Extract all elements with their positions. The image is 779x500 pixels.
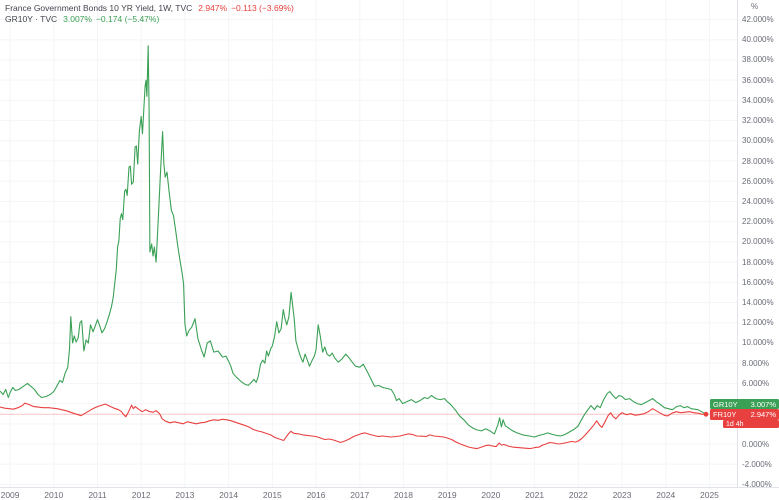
time-tick-label: 2025: [699, 490, 719, 500]
price-tick-label: 0.000%: [742, 439, 770, 449]
time-tick-label: 2014: [219, 490, 239, 500]
price-tick-label: 42.000%: [742, 15, 774, 24]
price-tick-label: 28.000%: [742, 156, 774, 166]
time-tick-label: 2009: [0, 490, 20, 500]
price-tick-label: 22.000%: [742, 217, 774, 227]
countdown-text: 1d 4h: [726, 420, 744, 428]
price-tick-label: 18.000%: [742, 257, 774, 267]
gr10y-price-label-value: 3.007%: [750, 399, 776, 409]
time-tick-label: 2022: [568, 490, 588, 500]
fr10y-symbol-title: France Government Bonds 10 YR Yield, 1W,…: [5, 3, 193, 13]
price-tick-label: 40.000%: [742, 35, 774, 45]
time-tick-label: 2021: [525, 490, 545, 500]
price-tick-label: 32.000%: [742, 116, 774, 126]
time-tick-label: 2023: [612, 490, 632, 500]
time-tick-label: 2017: [350, 490, 370, 500]
price-tick-label: 10.000%: [742, 338, 774, 348]
time-tick-label: 2012: [131, 490, 151, 500]
time-tick-label: 2013: [175, 490, 195, 500]
price-tick-label: 20.000%: [742, 237, 774, 247]
time-tick-label: 2018: [394, 490, 413, 500]
price-tick-label: 12.000%: [742, 318, 774, 328]
chart-series[interactable]: [0, 45, 709, 450]
gr10y-symbol-title: GR10Y · TVC: [5, 13, 58, 24]
price-tick-label: 14.000%: [742, 298, 774, 308]
time-tick-label: 2024: [656, 490, 676, 500]
price-tick-label: 30.000%: [742, 136, 774, 146]
price-tick-label: 38.000%: [742, 55, 774, 65]
fr10y-price-label: FR10Y 2.947%: [710, 409, 779, 420]
fr10y-line[interactable]: [0, 402, 707, 450]
legend-row-fr10y[interactable]: France Government Bonds 10 YR Yield, 1W,…: [5, 3, 294, 14]
fr10y-price-label-name: FR10Y: [713, 410, 737, 419]
bar-close-countdown: 1d 4h: [723, 419, 779, 429]
price-tick-label: 8.000%: [742, 358, 770, 368]
price-tick-label: -2.000%: [742, 459, 772, 469]
time-tick-label: 2011: [88, 490, 107, 500]
price-scale-unit-label: %: [751, 2, 759, 11]
time-tick-label: 2010: [44, 490, 64, 500]
time-tick-label: 2019: [437, 490, 457, 500]
price-tick-label: 16.000%: [742, 277, 774, 287]
price-tick-label: 24.000%: [742, 196, 774, 206]
gr10y-price-label: GR10Y 3.007%: [710, 398, 779, 410]
gr10y-change: −0.174 (−5.47%): [95, 13, 160, 24]
gr10y-line[interactable]: [0, 45, 707, 438]
price-tick-label: 36.000%: [742, 75, 774, 85]
gr10y-price-label-name: GR10Y: [713, 399, 738, 409]
gr10y-legend-values: 3.007% −0.174 (−5.47%): [63, 14, 159, 25]
time-tick-label: 2015: [262, 490, 282, 500]
fr10y-legend-values: 2.947% −0.113 (−3.69%): [198, 3, 294, 14]
legend: France Government Bonds 10 YR Yield, 1W,…: [5, 3, 294, 24]
fr10y-last-value: 2.947%: [198, 3, 228, 13]
gr10y-last-value: 3.007%: [63, 13, 92, 24]
price-tick-label: 34.000%: [742, 95, 774, 105]
fr10y-price-label-value: 2.947%: [750, 410, 776, 419]
time-tick-label: 2016: [306, 490, 326, 500]
legend-row-gr10y[interactable]: GR10Y · TVC 3.007% −0.174 (−5.47%): [5, 14, 294, 25]
time-scale[interactable]: 2009 2010 2011 2012 2013 2014 2015 2016 2017 2018…: [0, 487, 779, 500]
fr10y-change: −0.113 (−3.69%): [231, 3, 294, 13]
price-tick-label: -4.000%: [742, 479, 772, 489]
price-tick-label: 26.000%: [742, 176, 774, 186]
fr10y-last-price-dot: [703, 411, 709, 417]
chart-grid: [0, 0, 737, 487]
time-tick-label: 2020: [481, 490, 501, 500]
price-tick-label: 6.000%: [742, 378, 770, 388]
